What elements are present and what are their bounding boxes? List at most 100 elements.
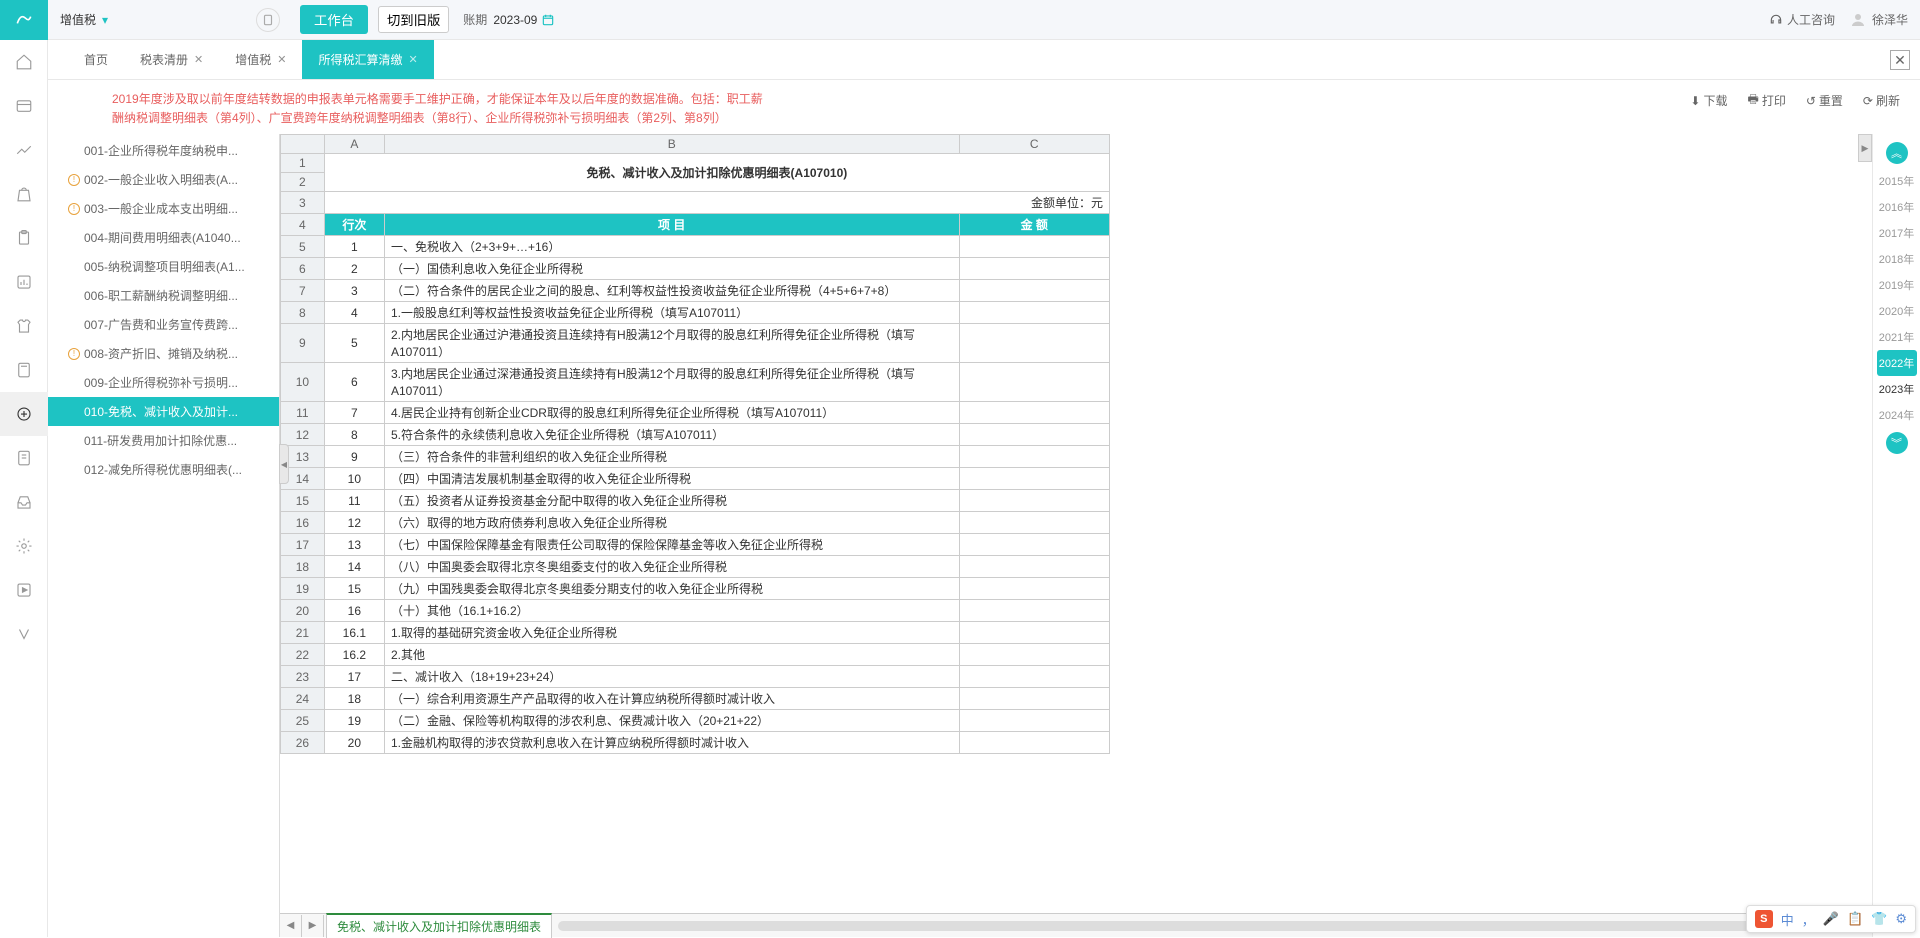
row-number-cell[interactable]: 15: [324, 578, 384, 600]
row-number-cell[interactable]: 10: [324, 468, 384, 490]
tab-close-icon[interactable]: ✕: [409, 53, 418, 66]
row-header[interactable]: 17: [281, 534, 325, 556]
nav-settings-icon[interactable]: [0, 524, 48, 568]
project-cell[interactable]: 3.内地居民企业通过深港通投资且连续持有H股满12个月取得的股息红利所得免征企业…: [384, 363, 959, 402]
tab-3[interactable]: 所得税汇算清缴✕: [302, 40, 433, 79]
project-cell[interactable]: （九）中国残奥委会取得北京冬奥组委分期支付的收入免征企业所得税: [384, 578, 959, 600]
project-cell[interactable]: （一）综合利用资源生产产品取得的收入在计算应纳税所得额时减计收入: [384, 688, 959, 710]
row-number-cell[interactable]: 16: [324, 600, 384, 622]
year-button[interactable]: 2018年: [1877, 246, 1917, 272]
row-header[interactable]: 21: [281, 622, 325, 644]
collapse-form-list-button[interactable]: ◀: [279, 444, 289, 484]
project-cell[interactable]: 1.金融机构取得的涉农贷款利息收入在计算应纳税所得额时减计收入: [384, 732, 959, 754]
row-number-cell[interactable]: 7: [324, 402, 384, 424]
row-number-cell[interactable]: 18: [324, 688, 384, 710]
corner-cell[interactable]: [281, 135, 325, 154]
nav-v-icon[interactable]: [0, 612, 48, 656]
nav-inbox-icon[interactable]: [0, 480, 48, 524]
project-cell[interactable]: （四）中国清洁发展机制基金取得的收入免征企业所得税: [384, 468, 959, 490]
tab-close-icon[interactable]: ✕: [277, 53, 286, 66]
nav-clothes-icon[interactable]: [0, 304, 48, 348]
row-header[interactable]: 24: [281, 688, 325, 710]
workbench-button[interactable]: 工作台: [300, 5, 368, 34]
project-cell[interactable]: 1.一般股息红利等权益性投资收益免征企业所得税（填写A107011）: [384, 302, 959, 324]
tab-close-icon[interactable]: ✕: [194, 53, 203, 66]
amount-cell[interactable]: [959, 236, 1110, 258]
row-number-cell[interactable]: 2: [324, 258, 384, 280]
row-number-cell[interactable]: 6: [324, 363, 384, 402]
amount-cell[interactable]: [959, 363, 1110, 402]
amount-cell[interactable]: [959, 622, 1110, 644]
year-button[interactable]: 2016年: [1877, 194, 1917, 220]
row-number-cell[interactable]: 1: [324, 236, 384, 258]
help-link[interactable]: 人工咨询: [1769, 11, 1835, 28]
row-number-cell[interactable]: 9: [324, 446, 384, 468]
nav-tax-icon[interactable]: [0, 392, 48, 436]
nav-report-icon[interactable]: [0, 260, 48, 304]
row-number-cell[interactable]: 5: [324, 324, 384, 363]
year-button[interactable]: 2019年: [1877, 272, 1917, 298]
amount-cell[interactable]: [959, 556, 1110, 578]
project-cell[interactable]: （一）国债利息收入免征企业所得税: [384, 258, 959, 280]
nav-clipboard-icon[interactable]: [0, 216, 48, 260]
project-cell[interactable]: （三）符合条件的非营利组织的收入免征企业所得税: [384, 446, 959, 468]
nav-home-icon[interactable]: [0, 40, 48, 84]
row-header[interactable]: 20: [281, 600, 325, 622]
expand-sheet-button[interactable]: ▶: [1858, 134, 1872, 162]
year-button[interactable]: 2017年: [1877, 220, 1917, 246]
amount-cell[interactable]: [959, 688, 1110, 710]
row-number-cell[interactable]: 13: [324, 534, 384, 556]
form-list-item[interactable]: 011-研发费用加计扣除优惠...: [48, 426, 279, 455]
year-button[interactable]: 2024年: [1877, 402, 1917, 428]
sheet-nav-first[interactable]: ◀: [280, 915, 302, 937]
row-header[interactable]: 19: [281, 578, 325, 600]
nav-play-icon[interactable]: [0, 568, 48, 612]
row-number-cell[interactable]: 16.2: [324, 644, 384, 666]
row-number-cell[interactable]: 19: [324, 710, 384, 732]
row-header[interactable]: 23: [281, 666, 325, 688]
tab-1[interactable]: 税表清册✕: [124, 40, 219, 79]
form-list-item[interactable]: !008-资产折旧、摊销及纳税...: [48, 339, 279, 368]
col-header-b[interactable]: B: [384, 135, 959, 154]
nav-card-icon[interactable]: [0, 84, 48, 128]
row-header[interactable]: 10: [281, 363, 325, 402]
row-number-cell[interactable]: 20: [324, 732, 384, 754]
amount-cell[interactable]: [959, 402, 1110, 424]
row-header[interactable]: 5: [281, 236, 325, 258]
year-button[interactable]: 2023年: [1877, 376, 1917, 402]
project-cell[interactable]: （八）中国奥委会取得北京冬奥组委支付的收入免征企业所得税: [384, 556, 959, 578]
refresh-button[interactable]: ⟳ 刷新: [1863, 90, 1900, 111]
year-button[interactable]: 2021年: [1877, 324, 1917, 350]
row-number-cell[interactable]: 17: [324, 666, 384, 688]
form-list-item[interactable]: 001-企业所得税年度纳税申...: [48, 136, 279, 165]
form-list-item[interactable]: 005-纳税调整项目明细表(A1...: [48, 252, 279, 281]
amount-cell[interactable]: [959, 666, 1110, 688]
ime-item[interactable]: 中: [1781, 910, 1794, 929]
app-logo[interactable]: [0, 0, 48, 40]
ime-item[interactable]: 📋: [1847, 911, 1863, 927]
row-number-cell[interactable]: 8: [324, 424, 384, 446]
form-list-item[interactable]: 006-职工薪酬纳税调整明细...: [48, 281, 279, 310]
project-cell[interactable]: （六）取得的地方政府债券利息收入免征企业所得税: [384, 512, 959, 534]
row-header[interactable]: 25: [281, 710, 325, 732]
amount-cell[interactable]: [959, 424, 1110, 446]
row-header[interactable]: 6: [281, 258, 325, 280]
nav-chart-icon[interactable]: [0, 128, 48, 172]
amount-cell[interactable]: [959, 324, 1110, 363]
col-header-a[interactable]: A: [324, 135, 384, 154]
row-header[interactable]: 16: [281, 512, 325, 534]
amount-cell[interactable]: [959, 512, 1110, 534]
tab-0[interactable]: 首页: [68, 40, 124, 79]
project-cell[interactable]: 2.其他: [384, 644, 959, 666]
tax-type-selector[interactable]: 增值税 ▾: [60, 11, 240, 28]
print-button[interactable]: 🖶 打印: [1748, 90, 1786, 111]
project-cell[interactable]: 一、免税收入（2+3+9+…+16）: [384, 236, 959, 258]
nav-bag-icon[interactable]: [0, 172, 48, 216]
year-scroll-up-button[interactable]: ︽: [1886, 142, 1908, 164]
ime-item[interactable]: 👕: [1871, 911, 1887, 927]
amount-cell[interactable]: [959, 710, 1110, 732]
year-button[interactable]: 2022年: [1877, 350, 1917, 376]
row-header[interactable]: 8: [281, 302, 325, 324]
amount-cell[interactable]: [959, 302, 1110, 324]
year-scroll-down-button[interactable]: ︾: [1886, 432, 1908, 454]
